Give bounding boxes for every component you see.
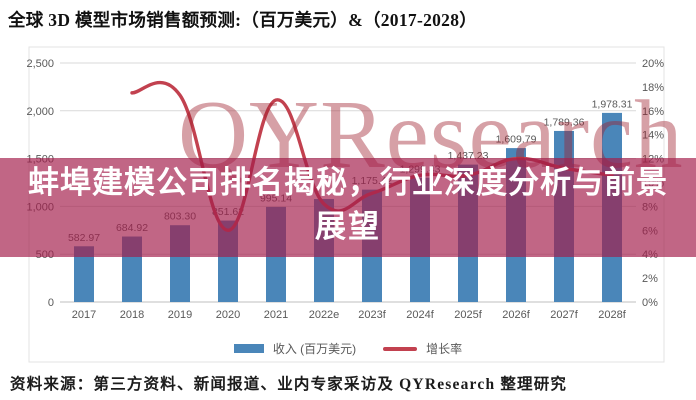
x-axis-tick: 2019: [168, 309, 192, 321]
x-axis-tick: 2017: [72, 309, 96, 321]
legend-bar-swatch: [233, 344, 264, 353]
overlay-banner-line1: 蚌埠建模公司排名揭秘，行业深度分析与前景: [28, 165, 668, 200]
legend-growth-label: 增长率: [426, 342, 463, 356]
x-axis-tick: 2023f: [358, 309, 386, 321]
y-axis-left-tick: 2,000: [26, 106, 54, 118]
x-axis-tick: 2026f: [502, 309, 530, 321]
x-axis-tick: 2022e: [309, 309, 340, 321]
x-axis-tick: 2018: [120, 309, 144, 321]
bar-value-label: 1,609.79: [496, 134, 537, 146]
legend: 收入 (百万美元) 增长率: [0, 340, 696, 357]
y-axis-right-tick: 2%: [642, 273, 658, 285]
source-note: 资料来源：第三方资料、新闻报道、业内专家采访及 QYResearch 整理研究: [10, 376, 568, 393]
y-axis-right-tick: 20%: [642, 58, 664, 70]
revenue-bar: [74, 246, 94, 302]
legend-revenue-label: 收入 (百万美元): [272, 342, 357, 356]
y-axis-right-tick: 16%: [642, 106, 664, 118]
x-axis-tick: 2020: [216, 309, 240, 321]
overlay-banner: 蚌埠建模公司排名揭秘，行业深度分析与前景 展望: [0, 158, 696, 257]
x-axis-tick: 2028f: [598, 309, 626, 321]
x-axis-tick: 2025f: [454, 309, 482, 321]
y-axis-left-tick: 2,500: [26, 58, 54, 70]
legend-line-swatch: [383, 346, 418, 351]
x-axis-tick: 2021: [264, 309, 288, 321]
bar-value-label: 1,978.31: [592, 98, 633, 110]
overlay-banner-line2: 展望: [315, 209, 381, 244]
y-axis-left-tick: 0: [48, 297, 54, 309]
x-axis-tick: 2024f: [406, 309, 434, 321]
x-axis-tick: 2027f: [550, 309, 578, 321]
y-axis-right-tick: 14%: [642, 130, 664, 142]
y-axis-right-tick: 0%: [642, 297, 658, 309]
chart-title: 全球 3D 模型市场销售额预测:（百万美元）&（2017-2028）: [8, 10, 478, 30]
y-axis-right-tick: 18%: [642, 82, 664, 94]
bar-value-label: 1,789.36: [544, 116, 585, 128]
